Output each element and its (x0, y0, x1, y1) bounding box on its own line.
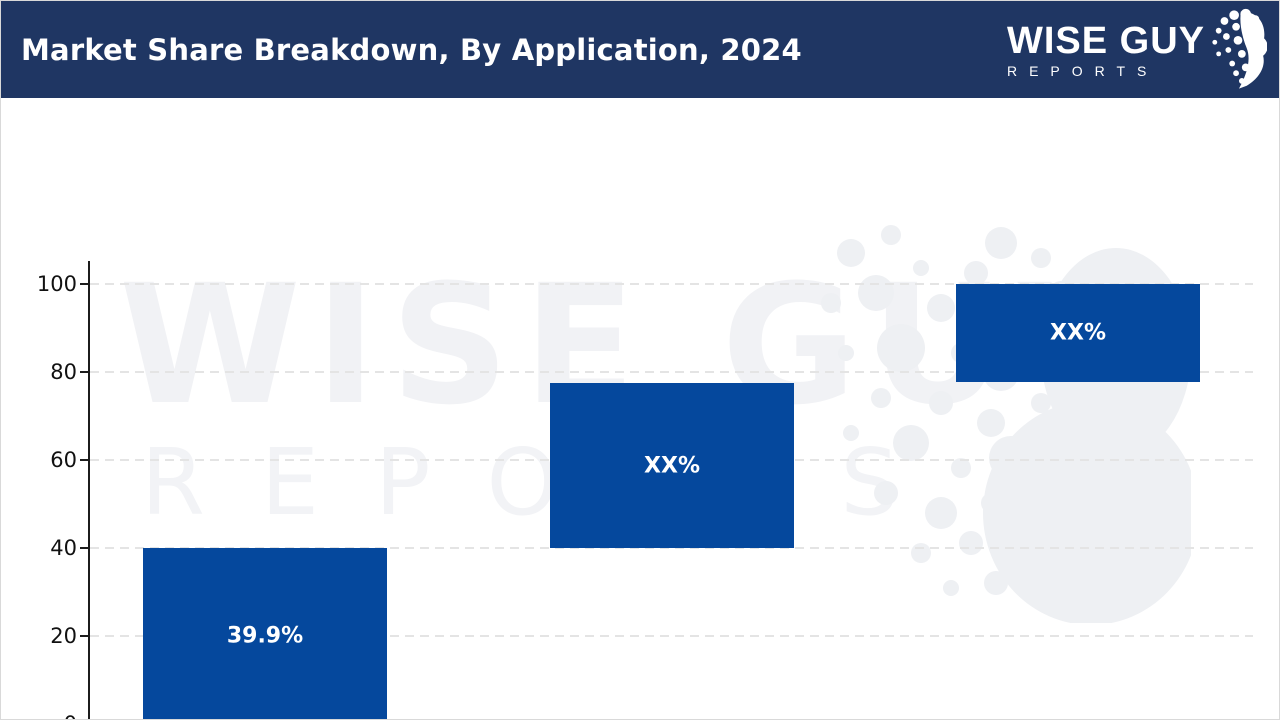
y-tick-mark (80, 634, 88, 637)
logo-subname: REPORTS (1006, 62, 1159, 79)
y-tick-label: 100 (36, 271, 77, 296)
page-title: Market Share Breakdown, By Application, … (21, 32, 802, 67)
bar-chart: 02040608010039.9%XX%XX%Telecommunication… (1, 98, 1279, 719)
y-tick-label: 40 (50, 535, 77, 560)
y-tick-label: 0 (29, 712, 77, 719)
y-tick-label: 80 (50, 359, 77, 384)
bar-data-centers (550, 383, 794, 549)
y-tick-mark (80, 458, 88, 461)
y-grid-line (90, 634, 1253, 637)
y-axis-line (88, 261, 90, 719)
y-grid-line (90, 282, 1253, 285)
y-tick-mark (80, 370, 88, 373)
bar-value-label: XX% (644, 453, 700, 479)
watermark-face-dots-icon (821, 225, 1191, 623)
y-grid-line (90, 370, 1253, 373)
header-bar: Market Share Breakdown, By Application, … (1, 1, 1279, 98)
y-tick-mark (80, 546, 88, 549)
y-tick-label: 60 (50, 447, 77, 472)
bar-network-management (956, 283, 1200, 383)
bar-telecommunications (143, 548, 387, 719)
bar-value-label: 39.9% (226, 623, 304, 649)
logo-name: WISE GUY (1006, 19, 1205, 62)
logo-text: WISE GUY REPORTS (1007, 22, 1205, 78)
wiseguy-reports-logo: WISE GUY REPORTS (1007, 8, 1267, 92)
y-tick-label: 20 (50, 623, 77, 648)
logo-face-icon (1212, 8, 1267, 89)
y-tick-mark (80, 282, 88, 285)
bar-value-label: XX% (1050, 320, 1106, 346)
